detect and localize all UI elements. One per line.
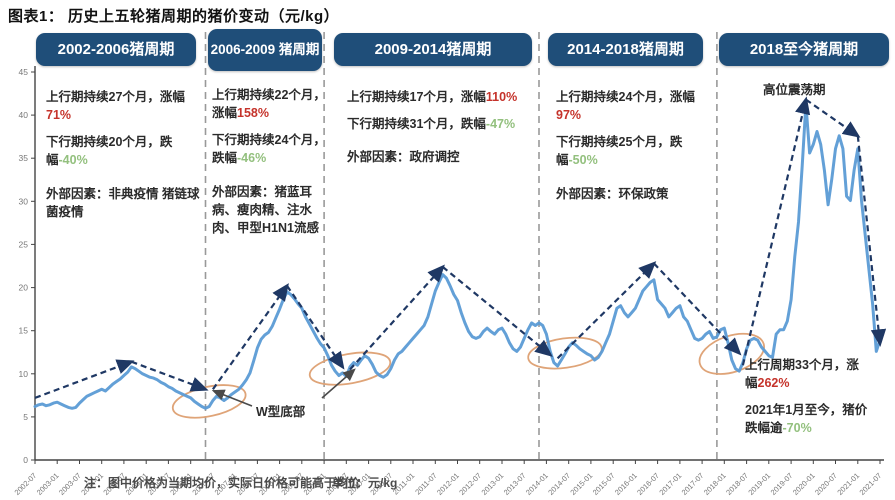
- cycle-4-factor: 外部因素：环保政策: [556, 186, 669, 201]
- cycle-2-factor: 外部因素：猪蓝耳病、瘦肉精、注水肉、甲型H1N1流感: [212, 184, 319, 235]
- high-volatility-label: 高位震荡期: [763, 83, 826, 97]
- x-tick-label: 2015-01: [568, 471, 594, 497]
- x-tick-label: 2019-01: [746, 471, 772, 497]
- w-bottom-ellipse: [308, 351, 392, 386]
- page-title: 图表1： 历史上五轮猪周期的猪价变动（元/kg）: [8, 8, 340, 25]
- cycle-2-down-pct: -46%: [237, 151, 267, 166]
- y-tick-label: 30: [19, 196, 29, 206]
- cycle-4-down-phase: 下行期持续25个月，跌幅-50%: [556, 135, 683, 168]
- w-arrow-right: [321, 368, 356, 399]
- cycle-5-down-phase: 2021年1月至今，猪价跌幅逾-70%: [745, 403, 868, 436]
- cycle-4-notes: 上行期持续24个月，涨幅97% 下行期持续25个月，跌幅-50% 外部因素：环保…: [556, 88, 708, 212]
- footnote: 注：图中价格为当期均价，实际日价格可能高于均价: [84, 476, 361, 490]
- y-tick-label: 0: [23, 455, 28, 465]
- x-tick-label: 2018-01: [702, 471, 728, 497]
- x-tick-label: 2014-01: [524, 471, 550, 497]
- x-tick-label: 2017-07: [680, 471, 706, 497]
- cycle-header-2002-2006: 2002-2006猪周期: [36, 33, 196, 66]
- y-tick-label: 5: [23, 412, 28, 422]
- x-tick-label: 2013-01: [480, 471, 506, 497]
- cycle-1-down-pct: -40%: [58, 153, 88, 168]
- cycle-3-down-pct: -47%: [485, 117, 516, 132]
- trend-line: [856, 135, 887, 347]
- x-tick-label: 2018-07: [724, 471, 750, 497]
- x-tick-label: 2019-07: [769, 471, 795, 497]
- cycle-2-up-phase: 上行期持续22个月，涨幅158%: [212, 88, 326, 121]
- price-line: [33, 102, 882, 410]
- cycle-header-2009-2014: 2009-2014猪周期: [334, 33, 532, 66]
- x-tick-label: 2003-01: [35, 471, 61, 497]
- cycle-2-notes: 上行期持续22个月，涨幅158% 下行期持续24个月，跌幅-46% 外部因素：猪…: [212, 86, 333, 246]
- cycle-2-down-phase: 下行期持续24个月，跌幅-46%: [212, 133, 326, 166]
- cycle-1-down-phase: 下行期持续20个月，跌幅-40%: [46, 135, 173, 168]
- x-tick-label: 2012-01: [435, 471, 461, 497]
- x-tick-label: 2021-01: [835, 471, 861, 497]
- unit-label: 单位：元/kg: [332, 476, 398, 490]
- y-tick-label: 40: [19, 110, 29, 120]
- cycle-4-up-phase: 上行期持续24个月，涨幅97%: [556, 90, 695, 123]
- cycle-1-up-pct: 71%: [46, 108, 72, 123]
- trend-line: [805, 98, 861, 138]
- w-bottom-ellipse: [527, 336, 603, 370]
- y-tick-label: 45: [19, 67, 29, 77]
- trend-line: [131, 360, 209, 392]
- x-tick-label: 2011-07: [413, 471, 438, 496]
- cycle-4-up-pct: 97%: [556, 108, 582, 123]
- x-tick-label: 2020-01: [791, 471, 817, 497]
- trend-line: [653, 262, 742, 356]
- cycle-5-down-pct: -70%: [782, 421, 812, 436]
- trend-line: [286, 285, 345, 370]
- y-tick-label: 15: [19, 326, 29, 336]
- cycle-3-factor: 外部因素：政府调控: [347, 150, 460, 165]
- trend-line: [34, 359, 135, 399]
- y-tick-label: 10: [19, 369, 29, 379]
- cycle-3-up-pct: 110%: [485, 90, 518, 104]
- trend-line: [442, 266, 553, 357]
- x-tick-label: 2014-07: [546, 471, 572, 497]
- cycle-3-down-phase: 下行期持续31个月，跌幅-47%: [347, 117, 516, 132]
- cycle-5-up-pct: 262%: [757, 376, 790, 391]
- cycle-4-down-pct: -50%: [568, 153, 598, 168]
- x-tick-label: 2017-01: [657, 471, 683, 497]
- w-bottom-ellipse: [171, 384, 247, 419]
- x-tick-label: 2003-07: [57, 471, 83, 497]
- cycle-header-2006-2009: 2006-2009 猪周期: [208, 29, 322, 71]
- x-tick-label: 2016-07: [635, 471, 661, 497]
- trend-line: [349, 264, 445, 371]
- x-tick-label: 2013-07: [502, 471, 528, 497]
- trend-line: [212, 283, 289, 390]
- cycle-2-up-pct: 158%: [237, 106, 269, 121]
- x-tick-label: 2021-07: [858, 471, 884, 497]
- x-tick-label: 2020-07: [813, 471, 839, 497]
- cycle-5-notes: 上行周期33个月，涨幅262% 2021年1月至今，猪价跌幅逾-70%: [745, 356, 869, 447]
- cycle-1-notes: 上行期持续27个月，涨幅71% 下行期持续20个月，跌幅-40% 外部因素：非典…: [46, 88, 204, 230]
- cycle-1-factor: 外部因素：非典疫情 猪链球菌疫情: [46, 186, 200, 219]
- cycle-header-2018-now: 2018至今猪周期: [719, 33, 889, 66]
- cycle-header-2014-2018: 2014-2018猪周期: [548, 33, 703, 66]
- x-tick-label: 2016-01: [613, 471, 639, 497]
- trend-line: [556, 261, 657, 360]
- w-bottom-label: W型底部: [256, 405, 306, 419]
- y-tick-label: 35: [19, 153, 29, 163]
- y-tick-label: 25: [19, 239, 29, 249]
- cycle-3-up-phase: 上行期持续17个月，涨幅110%: [347, 90, 518, 104]
- y-tick-label: 20: [19, 283, 29, 293]
- cycle-1-up-phase: 上行期持续27个月，涨幅71%: [46, 90, 185, 123]
- x-tick-label: 2012-07: [457, 471, 483, 497]
- trend-line: [741, 96, 811, 366]
- x-tick-label: 2002-07: [13, 471, 39, 497]
- cycle-3-notes: 上行期持续17个月，涨幅110% 下行期持续31个月，跌幅-47% 外部因素：政…: [347, 88, 569, 175]
- cycle-5-up-phase: 上行周期33个月，涨幅262%: [745, 358, 859, 391]
- x-tick-label: 2015-07: [591, 471, 617, 497]
- w-arrow-left: [211, 389, 253, 407]
